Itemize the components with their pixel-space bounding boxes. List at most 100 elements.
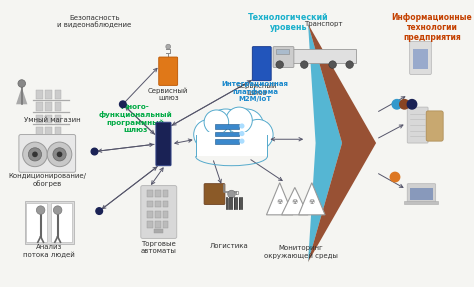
Bar <box>276 49 289 54</box>
Text: Транспорт: Транспорт <box>304 21 342 27</box>
Bar <box>147 211 153 218</box>
Circle shape <box>53 148 66 161</box>
Bar <box>163 201 168 207</box>
FancyBboxPatch shape <box>407 107 428 143</box>
Circle shape <box>204 110 228 135</box>
Text: Мониторинг
окружающей среды: Мониторинг окружающей среды <box>264 245 337 259</box>
Text: Логистика: Логистика <box>210 243 248 249</box>
Bar <box>155 222 161 228</box>
Text: Сервисный
шлюз: Сервисный шлюз <box>237 83 277 96</box>
Text: Технологический
уровень: Технологический уровень <box>248 13 328 32</box>
FancyBboxPatch shape <box>410 41 431 75</box>
Circle shape <box>240 132 244 135</box>
Circle shape <box>36 206 45 214</box>
Bar <box>147 190 153 197</box>
Circle shape <box>229 109 264 143</box>
Polygon shape <box>308 24 342 262</box>
Circle shape <box>329 61 337 68</box>
Circle shape <box>276 61 283 68</box>
Text: Торговые
автоматы: Торговые автоматы <box>141 241 177 254</box>
Circle shape <box>57 152 63 157</box>
Bar <box>27 203 47 242</box>
Bar <box>196 132 267 156</box>
Bar <box>215 132 239 136</box>
Polygon shape <box>282 187 308 215</box>
Circle shape <box>194 119 224 150</box>
Bar <box>46 115 52 123</box>
Circle shape <box>400 100 409 109</box>
Circle shape <box>18 80 26 87</box>
Circle shape <box>54 206 62 214</box>
Polygon shape <box>299 183 325 215</box>
Text: Сервисный
шлюз: Сервисный шлюз <box>148 87 188 101</box>
Bar <box>155 211 161 218</box>
Polygon shape <box>16 87 27 104</box>
Bar <box>46 102 52 111</box>
Circle shape <box>240 139 244 143</box>
Circle shape <box>23 142 47 167</box>
Circle shape <box>166 44 171 49</box>
Bar <box>55 115 62 123</box>
Bar <box>215 139 239 144</box>
Bar <box>55 127 62 135</box>
Bar <box>25 201 73 244</box>
Bar <box>196 120 267 156</box>
Bar <box>147 222 153 228</box>
Circle shape <box>96 208 102 214</box>
Circle shape <box>226 107 252 133</box>
Bar <box>36 115 43 123</box>
Bar <box>51 203 72 242</box>
FancyBboxPatch shape <box>426 111 443 141</box>
Circle shape <box>47 142 72 167</box>
Text: Умный магазин: Умный магазин <box>24 117 80 123</box>
Bar <box>46 127 52 135</box>
Circle shape <box>32 152 38 157</box>
Bar <box>404 201 438 203</box>
Polygon shape <box>308 24 376 262</box>
Bar <box>163 222 168 228</box>
Circle shape <box>91 148 98 155</box>
FancyBboxPatch shape <box>252 47 271 81</box>
Text: ☢: ☢ <box>309 199 315 205</box>
Text: Информационные
технологии
предприятия: Информационные технологии предприятия <box>392 13 472 42</box>
FancyBboxPatch shape <box>156 122 171 166</box>
Bar <box>410 188 433 200</box>
Circle shape <box>407 100 417 109</box>
Bar <box>55 102 62 111</box>
Bar <box>36 102 43 111</box>
Bar <box>36 90 43 99</box>
Text: Анализ
потока людей: Анализ потока людей <box>23 244 75 258</box>
Bar <box>46 90 52 99</box>
Circle shape <box>390 172 400 182</box>
Bar <box>155 201 161 207</box>
FancyBboxPatch shape <box>407 184 436 203</box>
Circle shape <box>119 101 126 108</box>
Bar <box>413 49 428 69</box>
Circle shape <box>240 124 244 128</box>
FancyBboxPatch shape <box>19 135 75 172</box>
Text: Безопасность
и видеонаблюдение: Безопасность и видеонаблюдение <box>57 15 132 28</box>
FancyBboxPatch shape <box>159 57 178 86</box>
Text: Кондиционирование/
обогрев: Кондиционирование/ обогрев <box>8 173 86 187</box>
Bar <box>155 190 161 197</box>
Circle shape <box>228 190 235 198</box>
Circle shape <box>243 119 273 150</box>
Bar <box>163 190 168 197</box>
Circle shape <box>28 148 42 161</box>
FancyBboxPatch shape <box>204 184 225 204</box>
FancyBboxPatch shape <box>273 47 294 67</box>
Circle shape <box>392 100 401 109</box>
Bar <box>215 124 239 129</box>
Bar <box>288 49 356 63</box>
Bar <box>36 127 43 135</box>
Text: Много-
функциональный
программный
шлюз: Много- функциональный программный шлюз <box>98 104 172 133</box>
Bar <box>163 211 168 218</box>
Bar <box>55 90 62 99</box>
Text: ☢: ☢ <box>292 199 298 205</box>
Circle shape <box>205 109 246 151</box>
Bar <box>147 201 153 207</box>
FancyBboxPatch shape <box>141 186 177 238</box>
Polygon shape <box>266 183 293 215</box>
Circle shape <box>346 61 354 68</box>
Circle shape <box>301 61 308 68</box>
